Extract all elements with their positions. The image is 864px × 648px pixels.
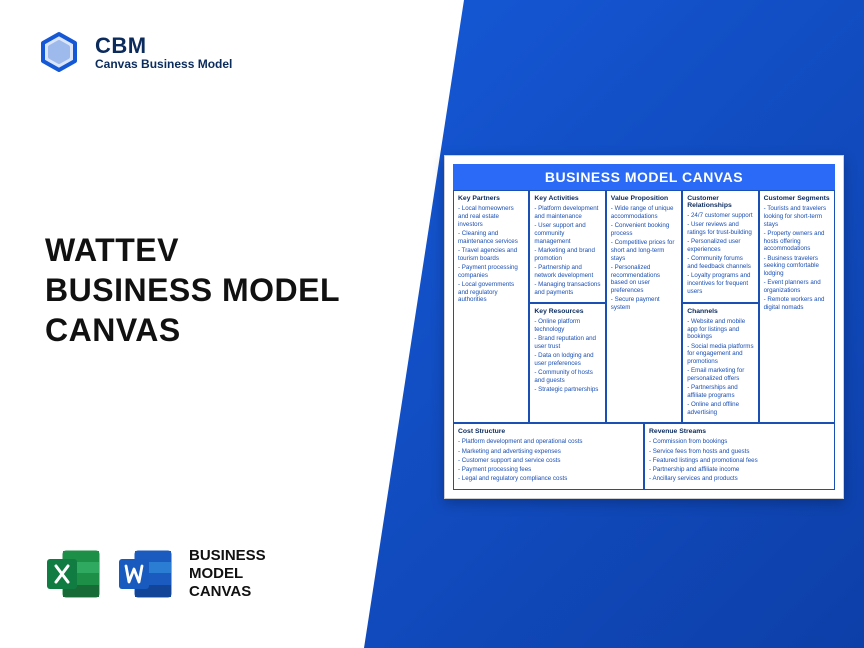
list-item: Travel agencies and tourism boards [458, 247, 524, 263]
list-key-activities: Platform development and maintenanceUser… [534, 205, 600, 296]
list-item: Featured listings and promotional fees [649, 457, 830, 465]
list-item: Marketing and brand promotion [534, 247, 600, 263]
list-item: Tourists and travelers looking for short… [764, 205, 830, 228]
app-icons-label: BUSINESS MODEL CANVAS [189, 547, 266, 601]
list-item: Wide range of unique accommodations [611, 205, 677, 221]
list-item: Platform development and maintenance [534, 205, 600, 221]
list-item: Business travelers seeking comfortable l… [764, 255, 830, 278]
list-cust-rel: 24/7 customer supportUser reviews and ra… [687, 212, 753, 296]
cell-cost-structure: Cost Structure Platform development and … [453, 423, 644, 489]
canvas-preview: BUSINESS MODEL CANVAS Key Partners Local… [444, 155, 844, 499]
canvas-header: BUSINESS MODEL CANVAS [453, 164, 835, 190]
list-item: Customer support and service costs [458, 457, 639, 465]
list-item: Data on lodging and user preferences [534, 352, 600, 368]
cell-channels: Channels Website and mobile app for list… [682, 303, 758, 424]
list-key-partners: Local homeowners and real estate investo… [458, 205, 524, 304]
app-label-2: MODEL [189, 565, 266, 583]
list-item: Property owners and hosts offering accom… [764, 230, 830, 253]
list-item: User support and community management [534, 222, 600, 245]
list-item: Convenient booking process [611, 222, 677, 238]
cell-cust-seg: Customer Segments Tourists and travelers… [759, 190, 835, 423]
app-label-1: BUSINESS [189, 547, 266, 565]
list-item: User reviews and ratings for trust-build… [687, 221, 753, 237]
app-icons-row: BUSINESS MODEL CANVAS [45, 545, 266, 603]
canvas-bottom-row: Cost Structure Platform development and … [453, 423, 835, 489]
brand-logo: CBM Canvas Business Model [35, 30, 232, 78]
word-icon [117, 545, 175, 603]
list-item: Cleaning and maintenance services [458, 230, 524, 246]
list-item: Partnership and affiliate income [649, 466, 830, 474]
list-item: Social media platforms for engagement an… [687, 343, 753, 366]
list-item: Strategic partnerships [534, 386, 600, 394]
list-item: Managing transactions and payments [534, 281, 600, 297]
list-item: Personalized user experiences [687, 238, 753, 254]
list-item: Payment processing companies [458, 264, 524, 280]
cell-key-partners: Key Partners Local homeowners and real e… [453, 190, 529, 423]
list-item: Commission from bookings [649, 438, 830, 446]
cell-key-activities: Key Activities Platform development and … [529, 190, 605, 303]
list-item: Secure payment system [611, 296, 677, 312]
list-item: Personalized recommendations based on us… [611, 264, 677, 295]
list-cust-seg: Tourists and travelers looking for short… [764, 205, 830, 312]
list-item: Online platform technology [534, 318, 600, 334]
list-item: Email marketing for personalized offers [687, 367, 753, 383]
list-item: Brand reputation and user trust [534, 335, 600, 351]
cell-value-prop: Value Proposition Wide range of unique a… [606, 190, 682, 423]
list-item: Marketing and advertising expenses [458, 448, 639, 456]
cell-key-resources: Key Resources Online platform technology… [529, 303, 605, 424]
list-item: Legal and regulatory compliance costs [458, 475, 639, 483]
list-item: 24/7 customer support [687, 212, 753, 220]
list-key-resources: Online platform technologyBrand reputati… [534, 318, 600, 394]
title-line3: CANVAS [45, 310, 340, 350]
list-revenue: Commission from bookings Service fees fro… [649, 438, 830, 483]
list-item: Community of hosts and guests [534, 369, 600, 385]
list-item: Online and offline advertising [687, 401, 753, 417]
cell-revenue: Revenue Streams Commission from bookings… [644, 423, 835, 489]
list-item: Event planners and organizations [764, 279, 830, 295]
list-item: Local homeowners and real estate investo… [458, 205, 524, 228]
list-item: Loyalty programs and incentives for freq… [687, 272, 753, 295]
list-value-prop: Wide range of unique accommodationsConve… [611, 205, 677, 312]
list-item: Ancillary services and products [649, 475, 830, 483]
cell-cust-rel: Customer Relationships 24/7 customer sup… [682, 190, 758, 303]
list-cost-structure: Platform development and operational cos… [458, 438, 639, 483]
list-item: Service fees from hosts and guests [649, 448, 830, 456]
list-item: Partnerships and affiliate programs [687, 384, 753, 400]
canvas-grid: Key Partners Local homeowners and real e… [453, 190, 835, 423]
list-channels: Website and mobile app for listings and … [687, 318, 753, 417]
excel-icon [45, 545, 103, 603]
brand-text: CBM Canvas Business Model [95, 35, 232, 73]
list-item: Payment processing fees [458, 466, 639, 474]
list-item: Local governments and regulatory authori… [458, 281, 524, 304]
cbm-logo-icon [35, 30, 83, 78]
list-item: Partnership and network development [534, 264, 600, 280]
list-item: Community forums and feedback channels [687, 255, 753, 271]
title-line1: WATTEV [45, 230, 340, 270]
brand-line1: CBM [95, 35, 232, 57]
page-title: WATTEV BUSINESS MODEL CANVAS [45, 230, 340, 350]
list-item: Platform development and operational cos… [458, 438, 639, 446]
app-label-3: CANVAS [189, 583, 266, 601]
title-line2: BUSINESS MODEL [45, 270, 340, 310]
list-item: Website and mobile app for listings and … [687, 318, 753, 341]
brand-line2: Canvas Business Model [95, 57, 232, 73]
list-item: Competitive prices for short and long-te… [611, 239, 677, 262]
list-item: Remote workers and digital nomads [764, 296, 830, 312]
